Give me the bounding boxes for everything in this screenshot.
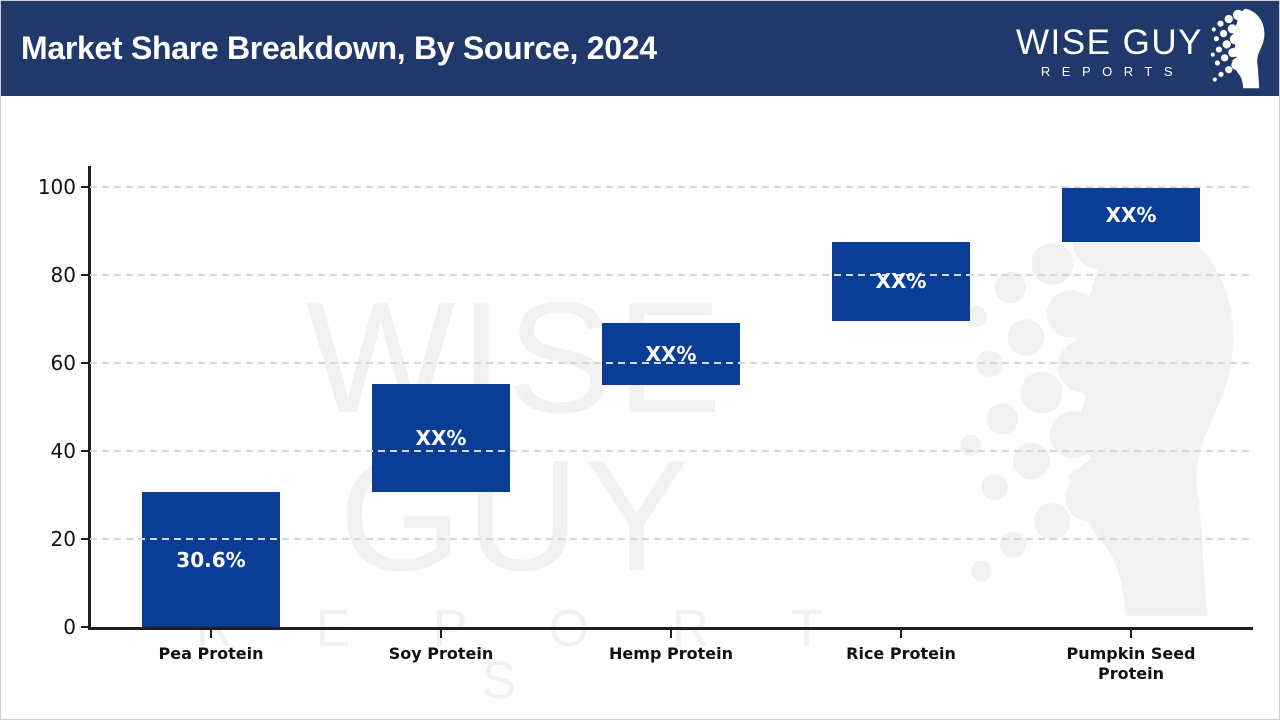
bar-value-label: XX% xyxy=(645,341,697,366)
gridline-40 xyxy=(90,450,1250,452)
x-tick xyxy=(670,630,672,638)
y-tick-label-0: 0 xyxy=(63,615,76,639)
bar-pea-protein xyxy=(142,492,280,627)
y-tick-label-100: 100 xyxy=(37,175,76,199)
y-tick-80 xyxy=(81,274,88,276)
x-category-label: Pea Protein xyxy=(158,644,264,663)
bar-value-label: XX% xyxy=(415,426,467,451)
x-category-label: Soy Protein xyxy=(388,644,494,663)
y-tick-40 xyxy=(81,450,88,452)
y-tick-label-20: 20 xyxy=(50,527,76,551)
x-tick xyxy=(440,630,442,638)
y-tick-20 xyxy=(81,538,88,540)
bar-value-label: XX% xyxy=(875,269,927,294)
y-tick-label-80: 80 xyxy=(50,263,76,287)
y-tick-label-40: 40 xyxy=(50,439,76,463)
logo-wordmark: WISE GUY xyxy=(1015,22,1203,62)
y-tick-0 xyxy=(81,626,88,628)
x-tick xyxy=(1130,630,1132,638)
y-axis-line xyxy=(88,166,91,630)
gridline-100 xyxy=(90,186,1250,188)
gridline-60 xyxy=(90,362,1250,364)
x-axis-line xyxy=(88,627,1253,630)
x-tick xyxy=(210,630,212,638)
bar-hemp-protein xyxy=(602,322,740,385)
x-category-label: Pumpkin Seed Protein xyxy=(1066,644,1196,683)
gridline-20 xyxy=(90,538,1250,540)
y-tick-60 xyxy=(81,362,88,364)
bar-value-label: 30.6% xyxy=(176,547,246,572)
bar-rice-protein xyxy=(832,241,970,322)
logo-face-icon xyxy=(1210,8,1265,89)
plot-area: 0 20 40 60 80 100 30.6% Pea Protein XX% Soy Prote… xyxy=(38,166,1253,683)
chart-title: Market Share Breakdown, By Source, 2024 xyxy=(21,30,657,66)
x-tick xyxy=(900,630,902,638)
bar-value-label: XX% xyxy=(1105,202,1157,227)
logo-subtitle: REPORTS xyxy=(1040,63,1185,79)
wise-guy-logo: WISE GUY REPORTS xyxy=(1016,5,1267,91)
y-tick-label-60: 60 xyxy=(50,351,76,375)
x-category-label: Hemp Protein xyxy=(609,644,733,663)
bar-soy-protein xyxy=(372,384,510,493)
header: Market Share Breakdown, By Source, 2024 … xyxy=(1,1,1279,96)
logo-text: WISE GUY REPORTS xyxy=(1016,25,1203,78)
x-category-label: Rice Protein xyxy=(846,644,956,663)
gridline-80 xyxy=(90,274,1250,276)
y-tick-100 xyxy=(81,186,88,188)
